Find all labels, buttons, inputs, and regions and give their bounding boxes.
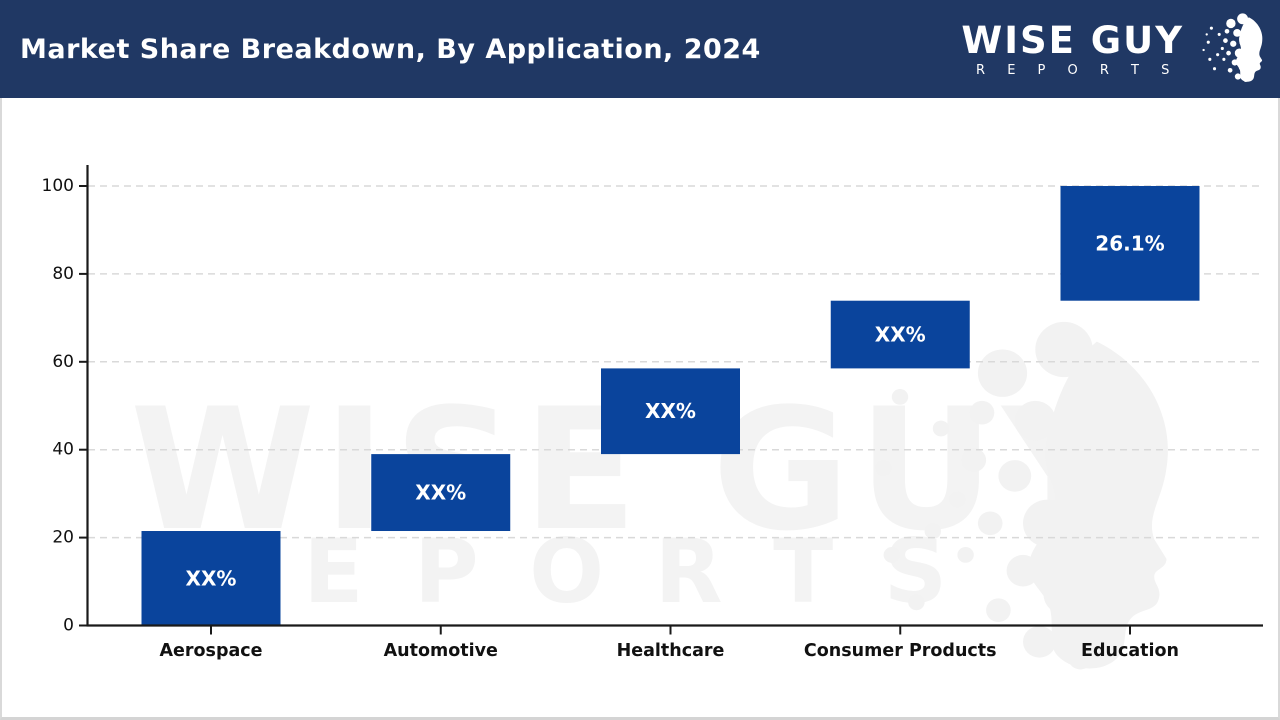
logo-wordmark: WISE GUY R E P O R T S xyxy=(961,19,1184,78)
logo-head-icon xyxy=(1202,13,1263,82)
bar xyxy=(1060,186,1200,301)
x-category-label: Consumer Products xyxy=(804,641,997,661)
y-tick-label: 20 xyxy=(52,528,74,548)
bar-label: XX% xyxy=(875,323,926,347)
watermark-reports: R E P O R T S xyxy=(185,520,958,623)
bar xyxy=(830,300,970,369)
y-tick-label: 100 xyxy=(42,176,74,196)
y-tick-label: 0 xyxy=(63,616,74,636)
bar-label: XX% xyxy=(645,399,696,423)
y-tick-label: 40 xyxy=(52,440,74,460)
x-category-label: Healthcare xyxy=(617,641,725,661)
logo-reports-text: R E P O R T S xyxy=(976,62,1179,78)
bar xyxy=(141,531,281,626)
bar-label: XX% xyxy=(186,566,237,590)
bar-label: XX% xyxy=(415,481,466,505)
x-category-label: Aerospace xyxy=(159,641,262,661)
bar xyxy=(601,368,740,455)
y-tick-label: 80 xyxy=(52,264,74,284)
x-category-label: Automotive xyxy=(384,641,498,661)
x-category-label: Education xyxy=(1081,641,1179,661)
bar-label: 26.1% xyxy=(1095,231,1164,255)
bar xyxy=(371,454,511,532)
y-tick-label: 60 xyxy=(52,352,74,372)
logo-wiseguy-text: WISE GUY xyxy=(961,19,1184,63)
header-bar: Market Share Breakdown, By Application, … xyxy=(0,0,1280,98)
page-title: Market Share Breakdown, By Application, … xyxy=(20,33,761,65)
wiseguy-logo: WISE GUY R E P O R T S xyxy=(961,8,1266,92)
